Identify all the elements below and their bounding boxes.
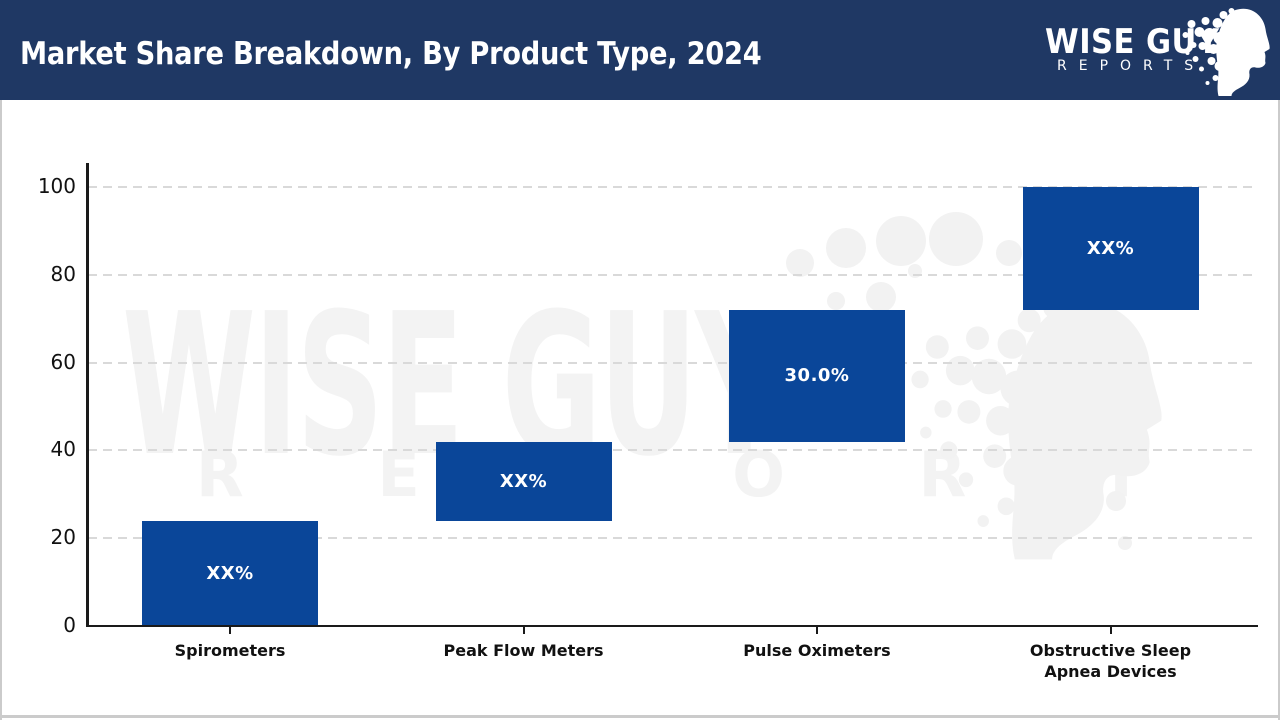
page-border-left (0, 100, 2, 720)
gridline (88, 449, 1258, 452)
x-tick-label: Obstructive Sleep Apnea Devices (1029, 641, 1192, 681)
bar-value-label: XX% (499, 470, 548, 492)
bar-value-label: XX% (1086, 237, 1135, 259)
logo-face-icon (1182, 8, 1270, 96)
logo-reports-text: REPORTS (1057, 58, 1206, 74)
gridline (88, 273, 1258, 276)
y-tick-label: 0 (63, 613, 76, 637)
x-tick-label: Spirometers (174, 641, 286, 660)
y-tick-label: 20 (50, 525, 76, 550)
bar: XX% (142, 520, 318, 626)
bar-value-label: XX% (206, 562, 254, 584)
page-title: Market Share Breakdown, By Product Type,… (20, 36, 762, 72)
gridline (88, 361, 1258, 364)
x-tick-mark (1109, 627, 1112, 634)
header-bar: Market Share Breakdown, By Product Type,… (0, 0, 1280, 100)
logo-brand-text: WISE GUY (1045, 22, 1220, 62)
bar-value-label: 30.0% (784, 365, 850, 387)
x-tick-label: Pulse Oximeters (743, 641, 891, 660)
bar: XX% (435, 441, 612, 521)
gridline (88, 186, 1258, 188)
y-axis-line (86, 163, 89, 627)
bar: 30.0% (729, 309, 905, 442)
y-tick-label: 80 (50, 261, 76, 286)
gridline (88, 537, 1258, 540)
y-tick-label: 60 (50, 349, 76, 374)
bar: XX% (1022, 187, 1199, 310)
x-axis-line (88, 624, 1258, 627)
x-tick-mark (229, 627, 231, 634)
y-tick-label: 100 (37, 174, 76, 198)
page-border-right (1278, 100, 1280, 720)
x-tick-mark (816, 627, 818, 634)
y-tick-label: 40 (50, 437, 76, 462)
x-tick-label: Peak Flow Meters (443, 641, 604, 660)
x-tick-mark (522, 627, 525, 634)
page-border-bottom (0, 715, 1280, 718)
